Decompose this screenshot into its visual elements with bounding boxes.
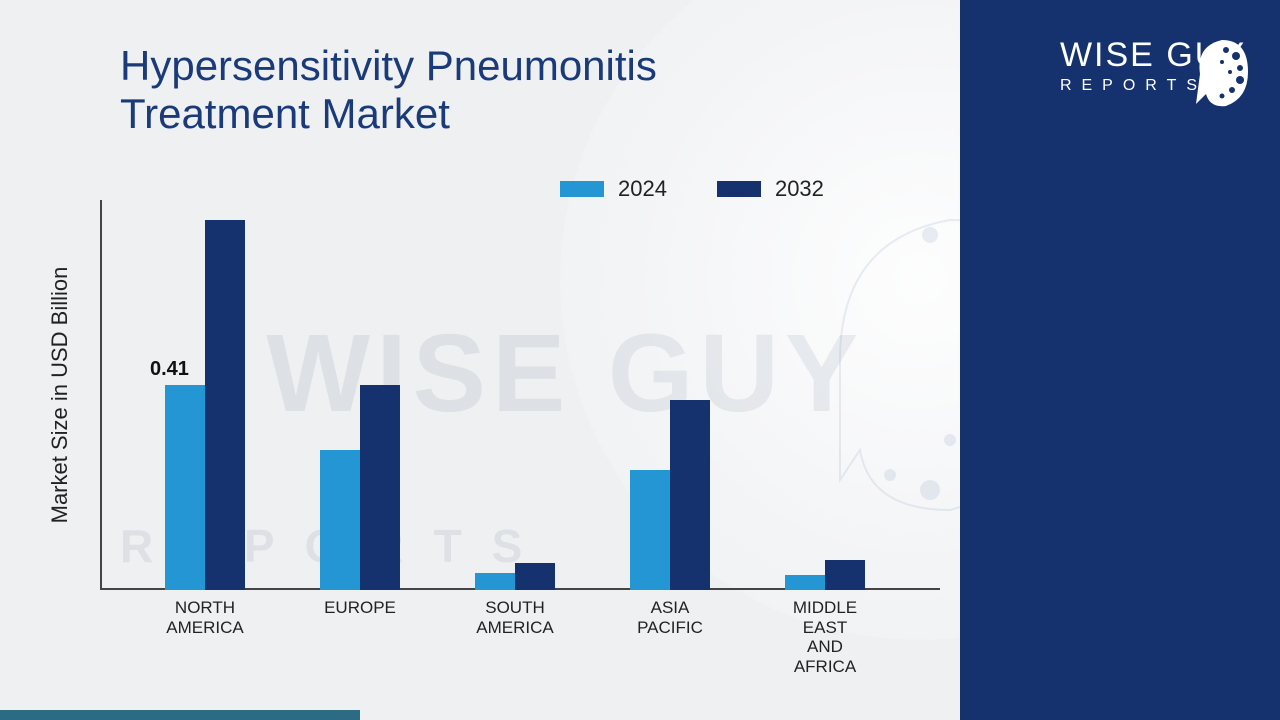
x-label-south_america: SOUTHAMERICA (445, 598, 585, 637)
y-axis-line (100, 200, 102, 590)
x-label-mea: MIDDLEEASTANDAFRICA (755, 598, 895, 676)
legend: 2024 2032 (560, 176, 824, 202)
logo-wise: WISE (1060, 36, 1155, 74)
bar-2024-south_america (475, 573, 515, 591)
bar-value-label-north_america: 0.41 (150, 358, 189, 381)
chart-title: Hypersensitivity Pneumonitis Treatment M… (120, 42, 820, 139)
bar-2024-asia_pacific (630, 470, 670, 590)
logo-head-icon (1182, 32, 1252, 112)
bar-chart: Market Size in USD Billion 0.41NORTHAMER… (100, 200, 940, 590)
legend-swatch-2032 (717, 181, 761, 197)
bar-2032-south_america (515, 563, 555, 591)
x-label-asia_pacific: ASIAPACIFIC (600, 598, 740, 637)
brand-logo: WISE GUY REPORTS (1060, 36, 1246, 95)
legend-swatch-2024 (560, 181, 604, 197)
bar-2024-north_america (165, 385, 205, 590)
legend-item-2032: 2032 (717, 176, 824, 202)
bar-2032-asia_pacific (670, 400, 710, 590)
x-label-north_america: NORTHAMERICA (135, 598, 275, 637)
x-label-europe: EUROPE (290, 598, 430, 618)
bottom-accent-bar (0, 710, 360, 720)
bar-2032-north_america (205, 220, 245, 590)
legend-item-2024: 2024 (560, 176, 667, 202)
bar-2032-europe (360, 385, 400, 590)
legend-label-2032: 2032 (775, 176, 824, 202)
legend-label-2024: 2024 (618, 176, 667, 202)
bar-2032-mea (825, 560, 865, 590)
page-root: WISE GUY REPORTS Hypersensitivity Pneumo… (0, 0, 1280, 720)
y-axis-label: Market Size in USD Billion (47, 267, 73, 524)
bar-2024-mea (785, 575, 825, 590)
bar-2024-europe (320, 450, 360, 590)
